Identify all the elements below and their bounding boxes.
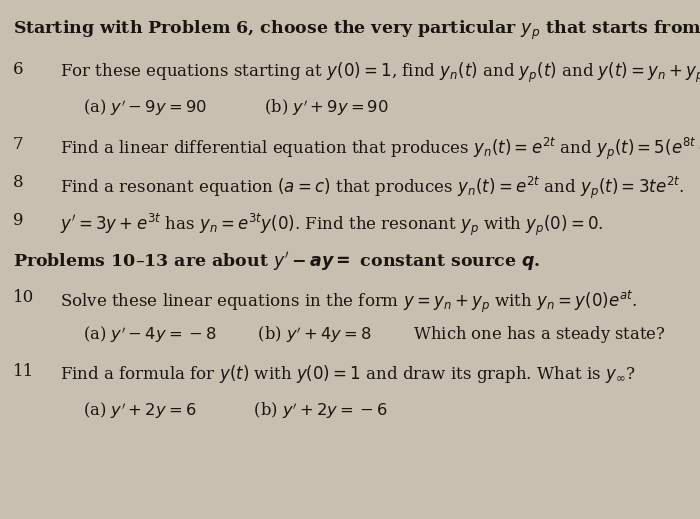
Text: 7: 7	[13, 136, 23, 153]
Text: 6: 6	[13, 61, 23, 78]
Text: Problems 10–13 are about $\boldsymbol{y' - ay =}$ constant source $\boldsymbol{q: Problems 10–13 are about $\boldsymbol{y'…	[13, 250, 540, 273]
Text: Find a resonant equation $(a = c)$ that produces $y_n(t) = e^{2t}$ and $y_p(t) =: Find a resonant equation $(a = c)$ that …	[60, 174, 684, 201]
Text: (a) $y' - 9y = 90$ $\quad\quad\quad$ (b) $y' + 9y = 90$: (a) $y' - 9y = 90$ $\quad\quad\quad$ (b)…	[83, 98, 388, 118]
Text: 10: 10	[13, 289, 34, 306]
Text: $y' = 3y + e^{3t}$ has $y_n = e^{3t}y(0)$. Find the resonant $y_p$ with $y_p(0) : $y' = 3y + e^{3t}$ has $y_n = e^{3t}y(0)…	[60, 212, 603, 238]
Text: 11: 11	[13, 363, 34, 380]
Text: (a) $y' - 4y = -8$ $\quad\quad$ (b) $y' + 4y = 8$ $\quad\quad$ Which one has a s: (a) $y' - 4y = -8$ $\quad\quad$ (b) $y' …	[83, 325, 665, 346]
Text: Starting with Problem 6, choose the very particular $\boldsymbol{y_p}$ that star: Starting with Problem 6, choose the very…	[13, 18, 700, 43]
Text: Solve these linear equations in the form $y = y_n + y_p$ with $y_n = y(0)e^{at}$: Solve these linear equations in the form…	[60, 289, 636, 315]
Text: 8: 8	[13, 174, 23, 192]
Text: 9: 9	[13, 212, 23, 229]
Text: Find a formula for $y(t)$ with $y(0) = 1$ and draw its graph. What is $y_\infty$: Find a formula for $y(t)$ with $y(0) = 1…	[60, 363, 635, 385]
Text: Find a linear differential equation that produces $y_n(t) = e^{2t}$ and $y_p(t) : Find a linear differential equation that…	[60, 136, 700, 162]
Text: For these equations starting at $y(0) = 1$, find $y_n(t)$ and $y_p(t)$ and $y(t): For these equations starting at $y(0) = …	[60, 61, 700, 86]
Text: (a) $y' + 2y = 6$ $\quad\quad\quad$ (b) $y' + 2y = -6$: (a) $y' + 2y = 6$ $\quad\quad\quad$ (b) …	[83, 401, 388, 421]
